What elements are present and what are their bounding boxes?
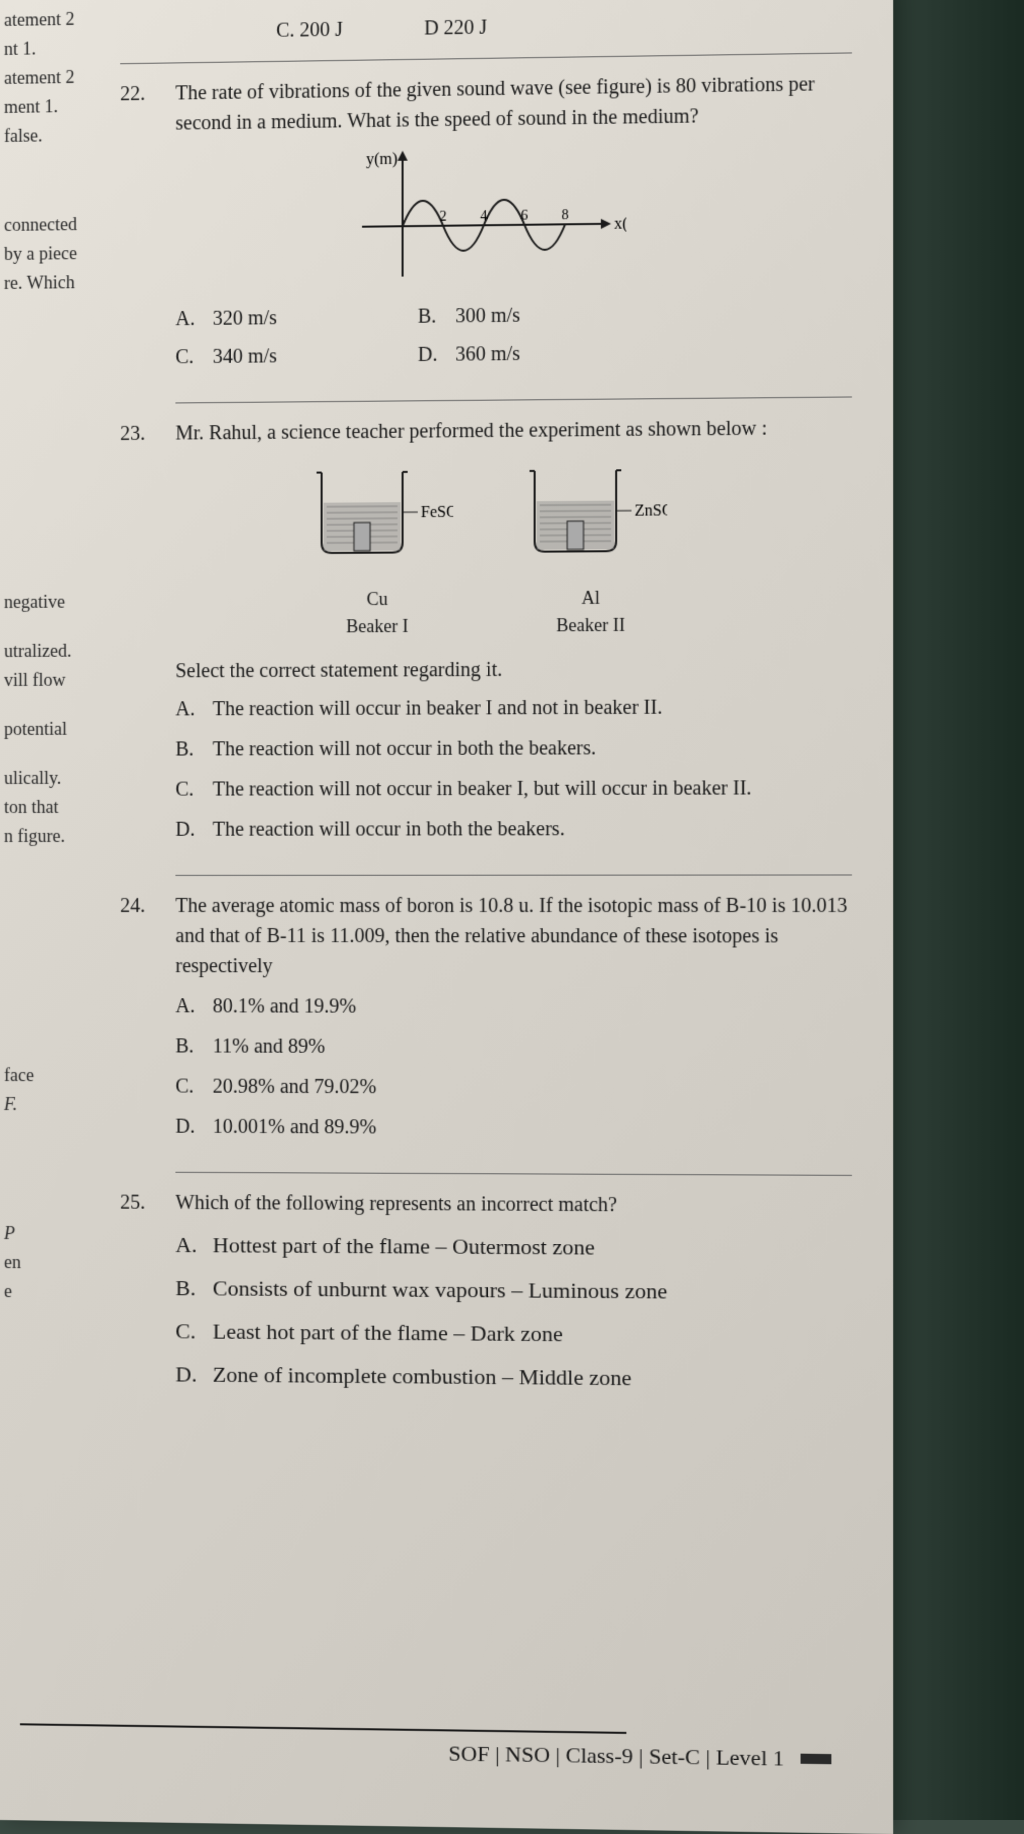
question-number: 25. bbox=[120, 1188, 155, 1218]
question-text: Mr. Rahul, a science teacher performed t… bbox=[175, 413, 852, 449]
option-b: B.Consists of unburnt wax vapours – Lumi… bbox=[175, 1271, 852, 1309]
svg-text:2: 2 bbox=[440, 210, 447, 225]
question-24: 24. The average atomic mass of boron is … bbox=[120, 891, 852, 1145]
question-25: 25. Which of the following represents an… bbox=[120, 1188, 852, 1397]
svg-text:x(m): x(m) bbox=[614, 215, 626, 233]
beakers-diagram: FeSO₄ Cu Beaker I bbox=[120, 458, 852, 641]
question-text: The average atomic mass of boron is 10.8… bbox=[175, 891, 852, 982]
question-number: 23. bbox=[120, 419, 155, 449]
svg-text:FeSO₄: FeSO₄ bbox=[421, 504, 453, 521]
svg-text:4: 4 bbox=[480, 209, 487, 224]
question-23: 23. Mr. Rahul, a science teacher perform… bbox=[120, 413, 852, 845]
question-number: 22. bbox=[120, 79, 155, 140]
select-prompt: Select the correct statement regarding i… bbox=[175, 653, 852, 686]
option-c: C.340 m/s bbox=[175, 340, 377, 372]
option-a: A.Hottest part of the flame – Outermost … bbox=[175, 1228, 852, 1265]
option-c: C. 200 J bbox=[276, 15, 343, 46]
svg-text:ZnSO₄: ZnSO₄ bbox=[635, 502, 668, 520]
exam-page: atement 2 nt 1. atement 2 ment 1. false.… bbox=[0, 0, 893, 1834]
option-d: D.10.001% and 89.9% bbox=[175, 1112, 852, 1145]
svg-text:8: 8 bbox=[562, 208, 569, 223]
question-22: 22. The rate of vibrations of the given … bbox=[120, 69, 852, 373]
option-b: B.The reaction will not occur in both th… bbox=[175, 732, 852, 764]
option-d: D.Zone of incomplete combustion – Middle… bbox=[175, 1357, 852, 1396]
footer-rule bbox=[20, 1723, 626, 1734]
option-c: C.Least hot part of the flame – Dark zon… bbox=[175, 1314, 852, 1352]
question-text: Which of the following represents an inc… bbox=[175, 1188, 852, 1222]
option-d: D 220 J bbox=[424, 12, 487, 43]
option-d: D.360 m/s bbox=[418, 338, 622, 370]
svg-text:y(m): y(m) bbox=[366, 151, 397, 169]
left-margin-fragments: atement 2 nt 1. atement 2 ment 1. false.… bbox=[0, 0, 110, 1822]
wave-diagram: y(m) x(m) 2 4 6 8 bbox=[342, 143, 627, 288]
option-a: A.80.1% and 19.9% bbox=[175, 991, 852, 1022]
option-b: B.11% and 89% bbox=[175, 1031, 852, 1063]
q21-partial-options: C. 200 J D 220 J bbox=[276, 7, 852, 46]
option-c: C.The reaction will not occur in beaker … bbox=[175, 773, 852, 805]
option-a: A.The reaction will occur in beaker I an… bbox=[175, 692, 852, 725]
svg-text:6: 6 bbox=[521, 209, 528, 224]
option-a: A.320 m/s bbox=[175, 302, 377, 334]
option-b: B.300 m/s bbox=[418, 299, 622, 331]
option-d: D.The reaction will occur in both the be… bbox=[175, 814, 852, 845]
page-footer: SOF | NSO | Class-9 | Set-C | Level 1 bbox=[449, 1740, 832, 1772]
option-c: C.20.98% and 79.02% bbox=[175, 1071, 852, 1103]
question-text: The rate of vibrations of the given soun… bbox=[175, 69, 852, 139]
question-number: 24. bbox=[120, 891, 155, 981]
